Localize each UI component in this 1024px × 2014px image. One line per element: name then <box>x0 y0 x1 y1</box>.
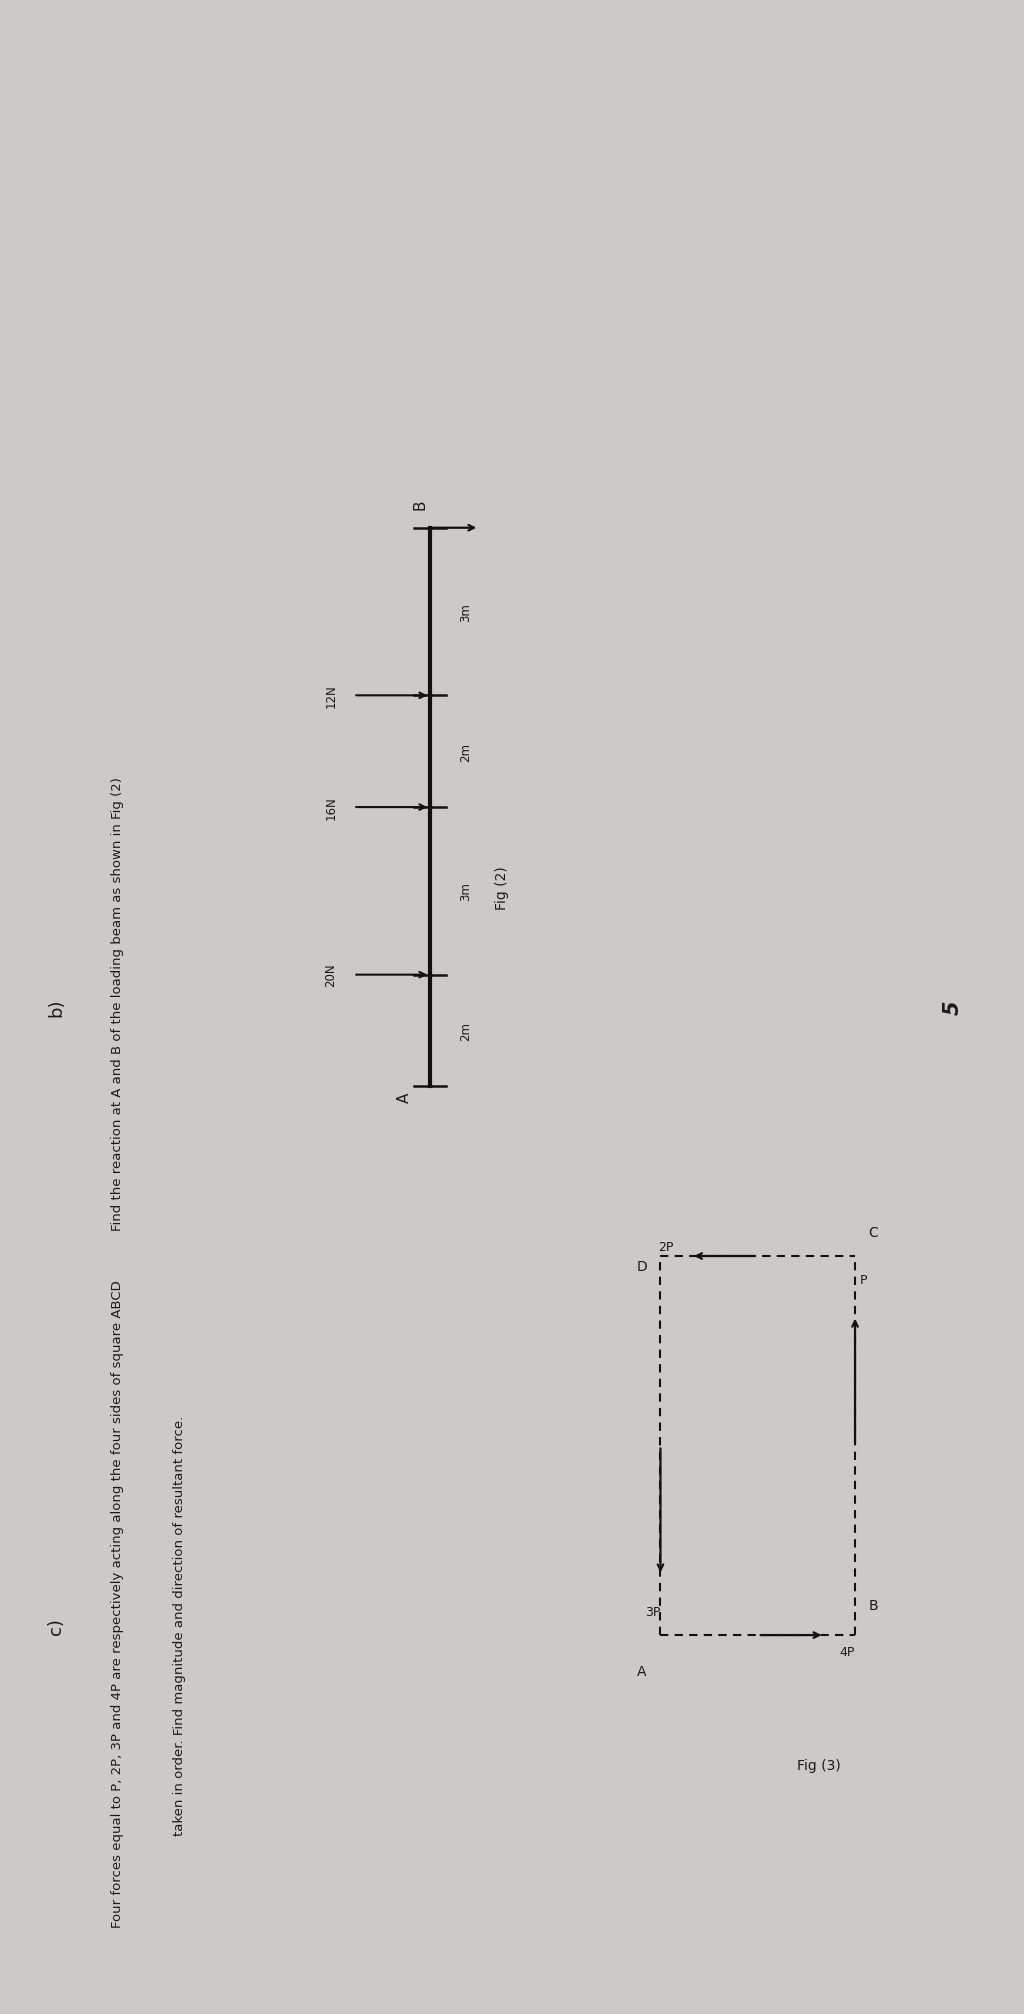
Text: b): b) <box>47 997 66 1017</box>
Text: 16N: 16N <box>325 796 337 820</box>
Text: B: B <box>868 1599 879 1613</box>
Text: D: D <box>637 1259 647 1273</box>
Text: 2P: 2P <box>657 1241 674 1253</box>
Text: 20N: 20N <box>325 963 337 987</box>
Text: 3P: 3P <box>644 1605 660 1617</box>
Text: 3m: 3m <box>460 882 472 900</box>
Text: B: B <box>413 499 427 510</box>
Text: 2m: 2m <box>460 1021 472 1041</box>
Text: Four forces equal to P, 2P, 3P and 4P are respectively acting along the four sid: Four forces equal to P, 2P, 3P and 4P ar… <box>112 1279 124 1927</box>
Text: Find the reaction at A and B of the loading beam as shown in Fig (2): Find the reaction at A and B of the load… <box>112 775 124 1231</box>
Text: taken in order. Find magnitude and direction of resultant force.: taken in order. Find magnitude and direc… <box>173 1416 185 1835</box>
Text: Fig (3): Fig (3) <box>798 1758 841 1772</box>
Text: Fig (2): Fig (2) <box>495 866 509 908</box>
Text: 2m: 2m <box>460 743 472 761</box>
Text: 4P: 4P <box>839 1645 855 1658</box>
Text: A: A <box>397 1092 412 1102</box>
Text: 5: 5 <box>942 999 963 1015</box>
Text: P: P <box>859 1273 867 1287</box>
Text: A: A <box>637 1664 647 1678</box>
Text: 3m: 3m <box>460 602 472 622</box>
Text: 12N: 12N <box>325 685 337 707</box>
Text: c): c) <box>47 1617 66 1633</box>
Text: C: C <box>868 1225 879 1239</box>
